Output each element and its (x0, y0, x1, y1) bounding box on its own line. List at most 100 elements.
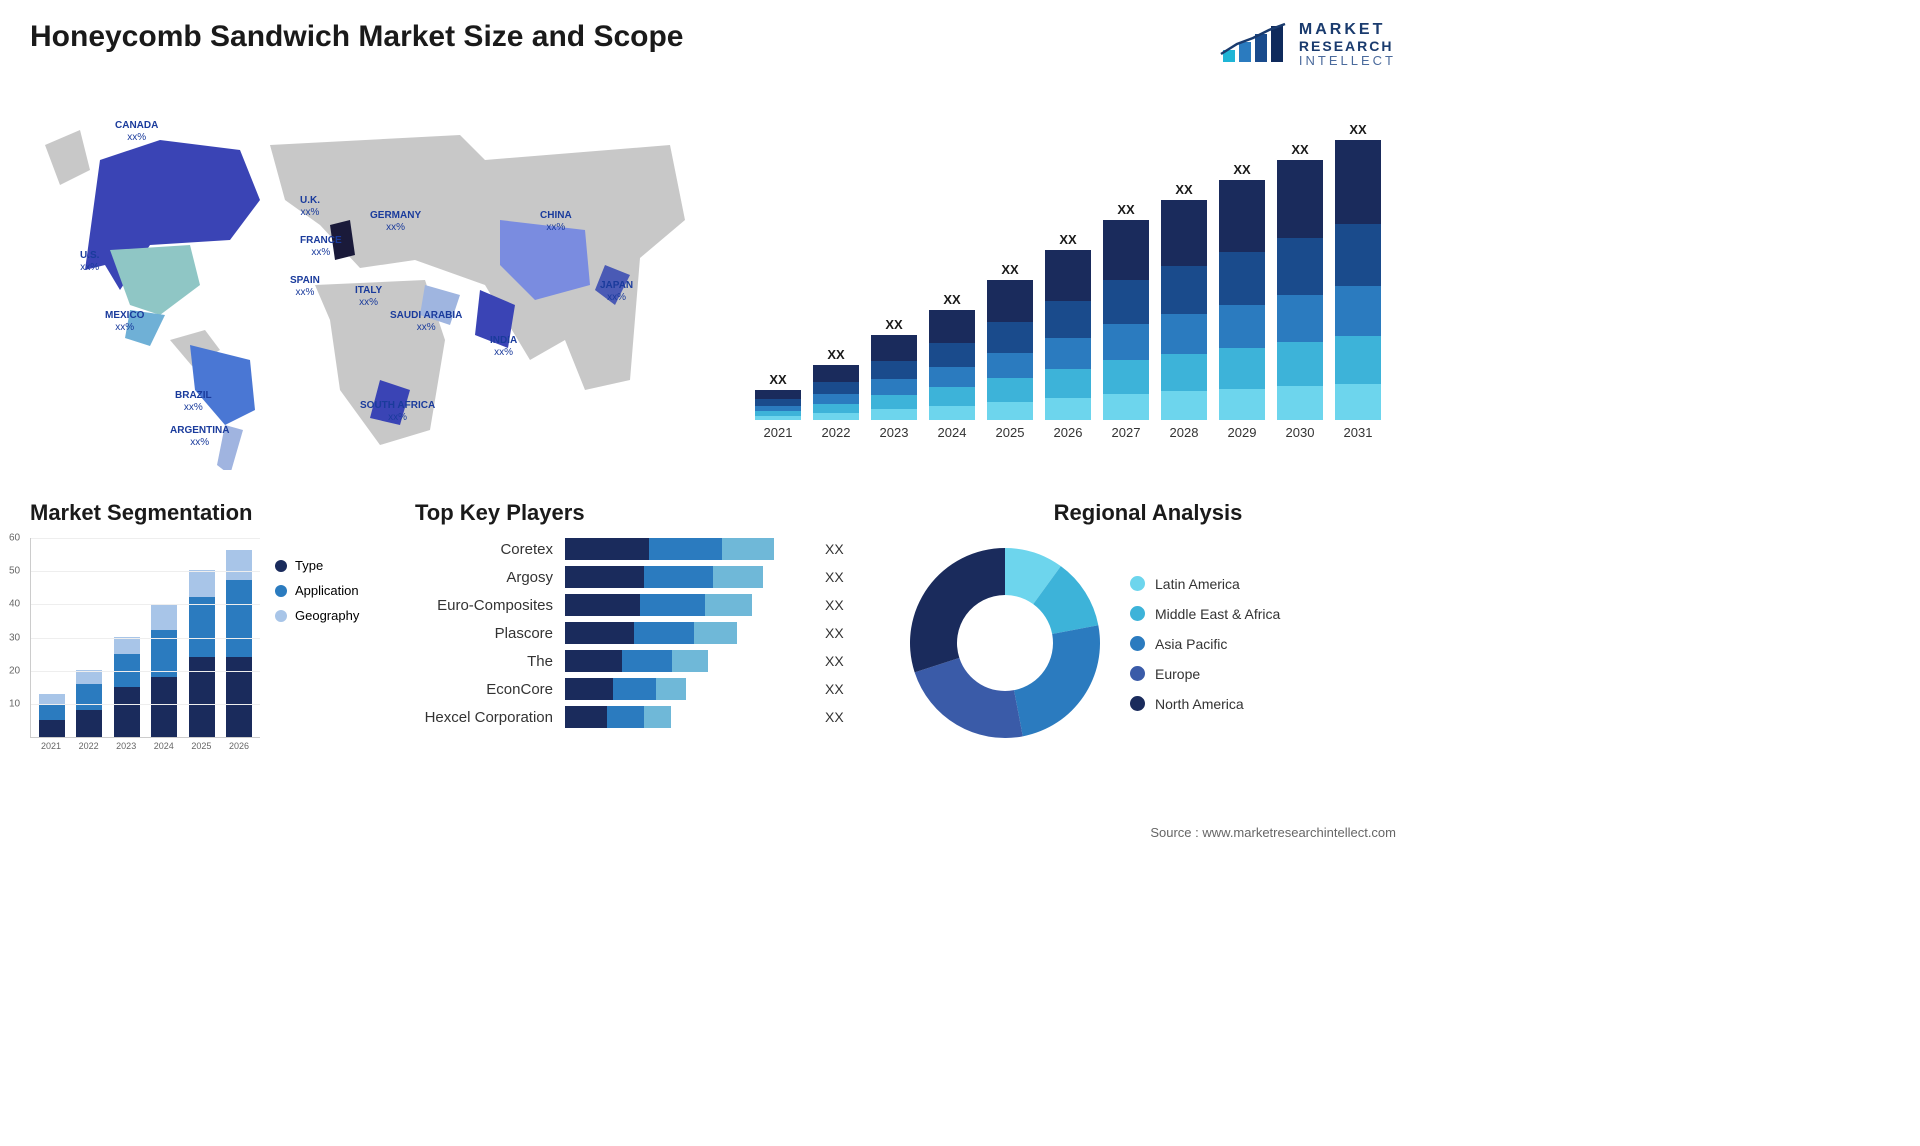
logo-bars-icon (1219, 20, 1289, 70)
brand-logo: MARKET RESEARCH INTELLECT (1219, 20, 1396, 70)
seg-year-label: 2025 (188, 741, 214, 751)
map-label: INDIAxx% (490, 335, 517, 359)
seg-year-label: 2024 (151, 741, 177, 751)
map-label: U.S.xx% (80, 250, 99, 274)
player-value: XX (815, 681, 844, 697)
year-label: 2023 (871, 425, 917, 440)
bar-value-label: XX (1001, 262, 1018, 277)
bar-value-label: XX (1117, 202, 1134, 217)
map-label: SPAINxx% (290, 275, 320, 299)
map-label: GERMANYxx% (370, 210, 421, 234)
map-label: CANADAxx% (115, 120, 158, 144)
map-label: MEXICOxx% (105, 310, 144, 334)
year-label: 2026 (1045, 425, 1091, 440)
growth-bar: XX (813, 365, 859, 420)
year-label: 2031 (1335, 425, 1381, 440)
year-label: 2030 (1277, 425, 1323, 440)
bar-value-label: XX (1349, 122, 1366, 137)
player-value: XX (815, 541, 844, 557)
players-chart: CoretexXXArgosyXXEuro-CompositesXXPlasco… (415, 538, 875, 728)
map-label: CHINAxx% (540, 210, 572, 234)
bar-value-label: XX (943, 292, 960, 307)
player-row: Euro-CompositesXX (415, 594, 875, 616)
player-value: XX (815, 653, 844, 669)
year-label: 2022 (813, 425, 859, 440)
world-map: CANADAxx% U.S.xx% MEXICOxx% BRAZILxx% ARGENT… (30, 90, 710, 470)
regional-legend: Latin AmericaMiddle East & AfricaAsia Pa… (1130, 561, 1280, 726)
region-legend-item: Europe (1130, 666, 1280, 682)
player-row: TheXX (415, 650, 875, 672)
map-label: ITALYxx% (355, 285, 382, 309)
player-row: Plascore XX (415, 622, 875, 644)
growth-bar: XX (1161, 200, 1207, 420)
player-name: Euro-Composites (415, 597, 565, 614)
player-row: Hexcel Corporation XX (415, 706, 875, 728)
donut-slice (915, 658, 1023, 738)
seg-year-label: 2026 (226, 741, 252, 751)
segmentation-chart: 102030405060 (30, 538, 260, 738)
segmentation-bar (39, 694, 65, 737)
player-name: Hexcel Corporation (415, 709, 565, 726)
bar-value-label: XX (1233, 162, 1250, 177)
bar-value-label: XX (885, 317, 902, 332)
bar-value-label: XX (769, 372, 786, 387)
map-label: BRAZILxx% (175, 390, 212, 414)
bar-value-label: XX (1175, 182, 1192, 197)
top-row: CANADAxx% U.S.xx% MEXICOxx% BRAZILxx% ARGENT… (30, 90, 1396, 470)
player-row: Argosy XX (415, 566, 875, 588)
logo-text: MARKET RESEARCH INTELLECT (1299, 21, 1396, 68)
player-value: XX (815, 709, 844, 725)
player-name: Plascore (415, 625, 565, 642)
bar-value-label: XX (1291, 142, 1308, 157)
year-label: 2028 (1161, 425, 1207, 440)
region-legend-item: North America (1130, 696, 1280, 712)
growth-bar: XX (929, 310, 975, 420)
growth-bar: XX (1103, 220, 1149, 420)
growth-bar: XX (1277, 160, 1323, 420)
segmentation-bar (226, 550, 252, 737)
segmentation-panel: Market Segmentation 102030405060 2021 202… (30, 500, 390, 751)
seg-year-label: 2022 (76, 741, 102, 751)
source-credit: Source : www.marketresearchintellect.com (1150, 825, 1396, 840)
map-label: SAUDI ARABIAxx% (390, 310, 462, 334)
bar-value-label: XX (1059, 232, 1076, 247)
year-label: 2024 (929, 425, 975, 440)
bar-value-label: XX (827, 347, 844, 362)
map-label: ARGENTINAxx% (170, 425, 229, 449)
growth-bar: XX (1335, 140, 1381, 420)
player-value: XX (815, 569, 844, 585)
region-legend-item: Asia Pacific (1130, 636, 1280, 652)
donut-slice (910, 548, 1005, 672)
player-name: EconCore (415, 681, 565, 698)
player-value: XX (815, 625, 844, 641)
map-label: JAPANxx% (600, 280, 633, 304)
donut-slice (1014, 625, 1100, 736)
header: Honeycomb Sandwich Market Size and Scope… (30, 20, 1396, 70)
segmentation-bar (114, 637, 140, 737)
segmentation-title: Market Segmentation (30, 500, 390, 526)
legend-item: Application (275, 583, 359, 598)
year-label: 2025 (987, 425, 1033, 440)
region-legend-item: Latin America (1130, 576, 1280, 592)
year-label: 2029 (1219, 425, 1265, 440)
key-players-panel: Top Key Players CoretexXXArgosyXXEuro-Co… (415, 500, 875, 751)
player-name: Argosy (415, 569, 565, 586)
segmentation-bar (189, 570, 215, 737)
segmentation-legend: TypeApplicationGeography (275, 538, 359, 751)
regional-title: Regional Analysis (900, 500, 1396, 526)
growth-bar: XX (755, 390, 801, 420)
page-title: Honeycomb Sandwich Market Size and Scope (30, 20, 684, 54)
regional-panel: Regional Analysis Latin AmericaMiddle Ea… (900, 500, 1396, 751)
map-label: FRANCExx% (300, 235, 342, 259)
year-label: 2027 (1103, 425, 1149, 440)
growth-bar: XX (987, 280, 1033, 420)
growth-bar: XX (1045, 250, 1091, 420)
map-label: U.K.xx% (300, 195, 320, 219)
players-title: Top Key Players (415, 500, 875, 526)
seg-year-label: 2021 (38, 741, 64, 751)
bottom-row: Market Segmentation 102030405060 2021 202… (30, 500, 1396, 751)
regional-donut-chart (900, 538, 1110, 748)
growth-bar: XX (871, 335, 917, 420)
growth-bar: XX (1219, 180, 1265, 420)
legend-item: Type (275, 558, 359, 573)
